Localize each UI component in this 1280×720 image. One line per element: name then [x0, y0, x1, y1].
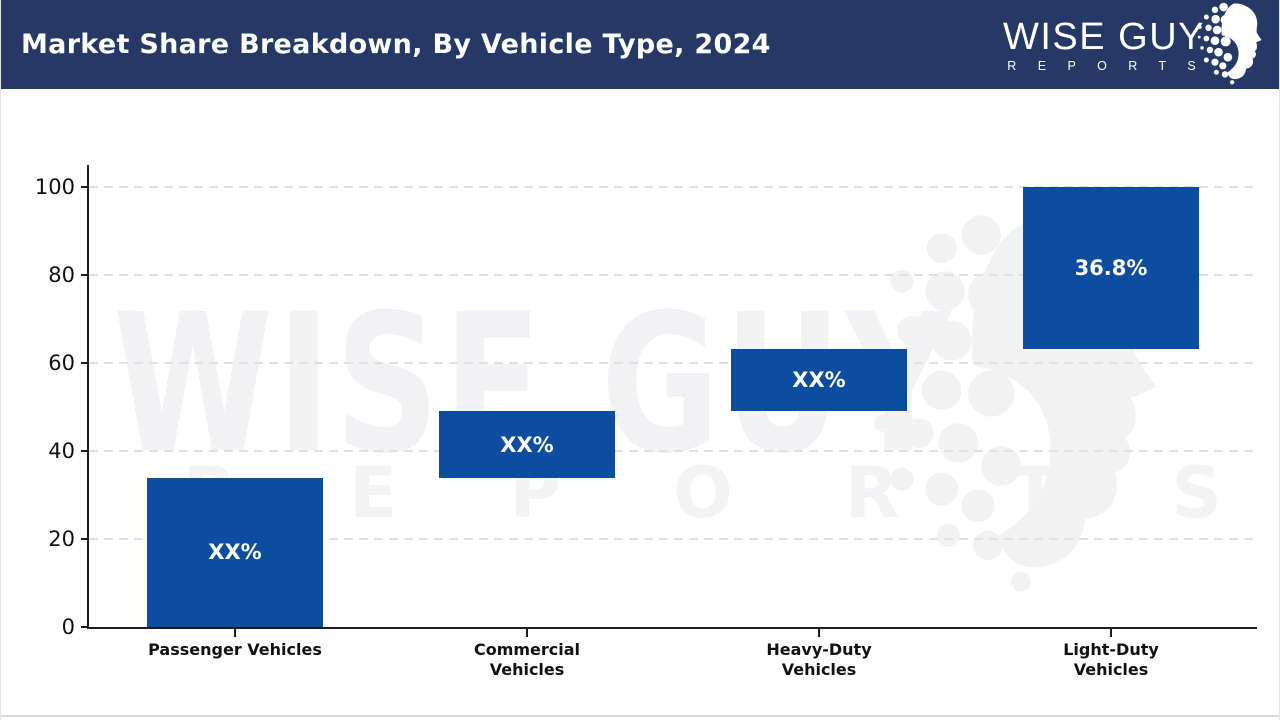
bar-value-label: 36.8% — [1074, 255, 1148, 280]
y-tick-label-0: 0 — [61, 615, 75, 639]
x-tick-label-2: Heavy-Duty Vehicles — [766, 640, 872, 679]
y-tick-20 — [81, 538, 89, 540]
y-tick-40 — [81, 450, 89, 452]
bar-heavy-duty-vehicles: XX% — [731, 348, 907, 412]
bar-commercial-vehicles: XX% — [439, 411, 615, 478]
page-title: Market Share Breakdown, By Vehicle Type,… — [21, 29, 771, 60]
brand-logo: WISE GUY R E P O R T S — [1003, 0, 1267, 89]
x-tick-label-1: Commercial Vehicles — [473, 640, 581, 679]
x-tick-label-3: Light-Duty Vehicles — [1063, 640, 1159, 679]
y-axis — [87, 165, 89, 629]
header: Market Share Breakdown, By Vehicle Type,… — [1, 0, 1279, 89]
y-tick-60 — [81, 362, 89, 364]
brand-tagline: R E P O R T S — [1007, 58, 1205, 73]
bar-passenger-vehicles: XX% — [147, 477, 323, 627]
x-axis — [87, 627, 1257, 629]
bar-value-label: XX% — [792, 368, 846, 393]
y-tick-label-20: 20 — [48, 527, 75, 551]
y-tick-label-100: 100 — [34, 175, 75, 199]
bar-light-duty-vehicles: 36.8% — [1023, 187, 1199, 349]
plot-area: 0 20 40 60 80 100 XX% Passenger Vehicles XX% Comm… — [1, 89, 1279, 717]
bar-value-label: XX% — [500, 432, 554, 457]
y-tick-0 — [81, 626, 89, 628]
y-tick-80 — [81, 274, 89, 276]
bar-value-label: XX% — [208, 540, 262, 565]
y-tick-100 — [81, 186, 89, 188]
bottom-border — [1, 715, 1279, 717]
gridline-40 — [89, 450, 1257, 452]
face-dots-icon — [1197, 2, 1262, 84]
x-tick-3 — [1110, 629, 1112, 637]
x-tick-1 — [526, 629, 528, 637]
x-tick-0 — [234, 629, 236, 637]
gridline-60 — [89, 362, 1257, 364]
gridline-100 — [89, 186, 1257, 188]
x-tick-label-0: Passenger Vehicles — [148, 640, 322, 659]
y-tick-label-40: 40 — [48, 439, 75, 463]
brand-text: WISE GUY R E P O R T S — [1003, 17, 1205, 73]
x-tick-2 — [818, 629, 820, 637]
gridline-20 — [89, 538, 1257, 540]
y-tick-label-80: 80 — [48, 263, 75, 287]
y-tick-label-60: 60 — [48, 351, 75, 375]
brand-wordmark: WISE GUY — [1002, 15, 1205, 58]
gridline-80 — [89, 274, 1257, 276]
